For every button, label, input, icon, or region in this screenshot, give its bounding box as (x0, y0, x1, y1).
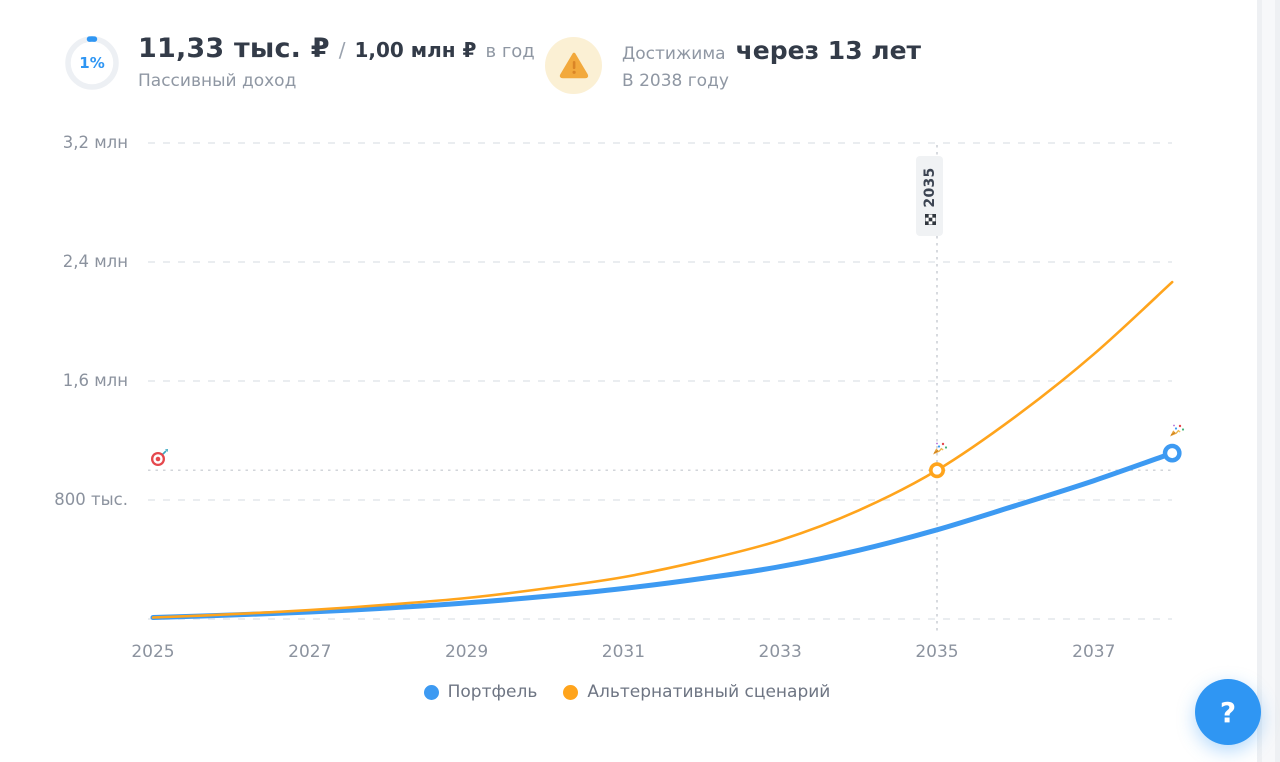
goal-status-line: Достижима через 13 лет (622, 36, 921, 65)
income-current-value: 11,33 тыс. ₽ (138, 33, 330, 64)
legend-label: Портфель (447, 682, 538, 702)
x-axis-tick: 2025 (131, 642, 175, 662)
x-axis-tick: 2035 (915, 642, 959, 662)
y-axis-tick: 1,6 млн (62, 371, 128, 390)
x-axis-tick: 2031 (601, 642, 646, 662)
income-amounts: 11,33 тыс. ₽ / 1,00 млн ₽ в год (138, 33, 535, 64)
legend-item-alternative[interactable]: Альтернативный сценарий (563, 682, 830, 702)
goal-warning-badge (545, 37, 602, 94)
progress-percent: 1% (79, 54, 105, 72)
goal-status: Достижима через 13 лет В 2038 году (622, 36, 921, 91)
checkered-flag-icon (924, 213, 935, 225)
portfolio-end-marker[interactable] (1162, 443, 1182, 463)
y-axis-tick: 3,2 млн (62, 133, 128, 152)
series-line-alternative (151, 280, 1174, 619)
y-axis-tick: 2,4 млн (62, 252, 128, 271)
dart-target-icon (150, 448, 170, 468)
alternative-goal-marker[interactable] (928, 462, 945, 479)
scrollbar-track[interactable] (1257, 0, 1280, 762)
goal-year-chip-content: 2035 (918, 156, 942, 236)
x-axis-tick: 2037 (1072, 642, 1116, 662)
scrollbar-thumb[interactable] (1262, 0, 1275, 762)
legend-label: Альтернативный сценарий (587, 682, 831, 702)
passive-income-summary: 11,33 тыс. ₽ / 1,00 млн ₽ в год Пассивны… (138, 33, 535, 91)
income-subtitle: Пассивный доход (138, 71, 297, 91)
party-popper-icon (1167, 419, 1187, 439)
goal-year-flag-chip: 2035 (916, 156, 943, 236)
goal-status-subtitle: В 2038 году (622, 71, 729, 91)
progress-ring-icon (65, 36, 119, 90)
series-line-portfolio (150, 450, 1175, 621)
x-axis-tick: 2029 (444, 642, 489, 662)
goal-status-label: Достижима (622, 44, 726, 64)
header: 1% 11,33 тыс. ₽ / 1,00 млн ₽ в год Пасси… (0, 0, 1280, 120)
help-button[interactable]: ? (1195, 679, 1261, 745)
legend-item-portfolio[interactable]: Портфель (423, 682, 538, 702)
goal-status-value: через 13 лет (735, 36, 922, 65)
legend-dot-orange (563, 684, 579, 700)
warning-triangle-icon (559, 52, 588, 79)
chart-legend: Портфель Альтернативный сценарий (0, 679, 1254, 705)
goal-progress-ring: 1% (64, 35, 120, 91)
income-target-value: 1,00 млн ₽ (354, 38, 477, 62)
party-popper-icon (930, 437, 950, 457)
y-axis-tick: 800 тыс. (54, 490, 128, 509)
goal-year-label: 2035 (921, 167, 938, 208)
help-button-label: ? (1219, 695, 1237, 729)
x-axis-tick: 2027 (288, 642, 332, 662)
income-separator: / (338, 38, 346, 62)
income-period: в год (485, 41, 535, 62)
x-axis-tick: 2033 (758, 642, 802, 662)
legend-dot-blue (423, 684, 439, 700)
